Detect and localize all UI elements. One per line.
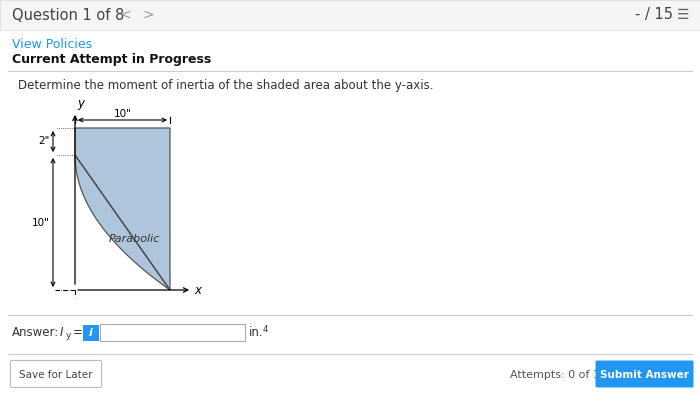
Text: Submit Answer: Submit Answer [600,370,689,380]
Polygon shape [75,128,170,290]
Text: <: < [119,8,131,22]
Text: I: I [60,326,64,339]
Text: 4: 4 [263,324,268,333]
Text: 2": 2" [38,137,50,146]
FancyBboxPatch shape [596,360,694,387]
Text: x: x [194,283,201,297]
Text: Parabolic: Parabolic [108,234,160,244]
Text: y: y [77,97,84,110]
Text: Attempts: 0 of 1 used: Attempts: 0 of 1 used [510,370,630,380]
Text: Current Attempt in Progress: Current Attempt in Progress [12,54,211,67]
Text: =: = [73,326,83,339]
Text: y: y [66,332,71,341]
Text: Question 1 of 8: Question 1 of 8 [12,7,125,22]
Text: 10": 10" [32,218,50,227]
Text: Save for Later: Save for Later [20,370,92,380]
Text: 10": 10" [113,109,132,119]
Text: ☰: ☰ [677,8,690,22]
Text: >: > [142,8,154,22]
Text: Answer:: Answer: [12,326,60,339]
Text: - / 15: - / 15 [635,7,673,22]
Text: in.: in. [249,326,264,339]
Text: i: i [89,328,93,338]
Text: Determine the moment of inertia of the shaded area about the y-axis.: Determine the moment of inertia of the s… [18,79,433,92]
FancyBboxPatch shape [100,324,245,341]
FancyBboxPatch shape [0,0,700,30]
FancyBboxPatch shape [83,325,99,341]
Text: View Policies: View Policies [12,38,92,50]
FancyBboxPatch shape [10,360,102,387]
